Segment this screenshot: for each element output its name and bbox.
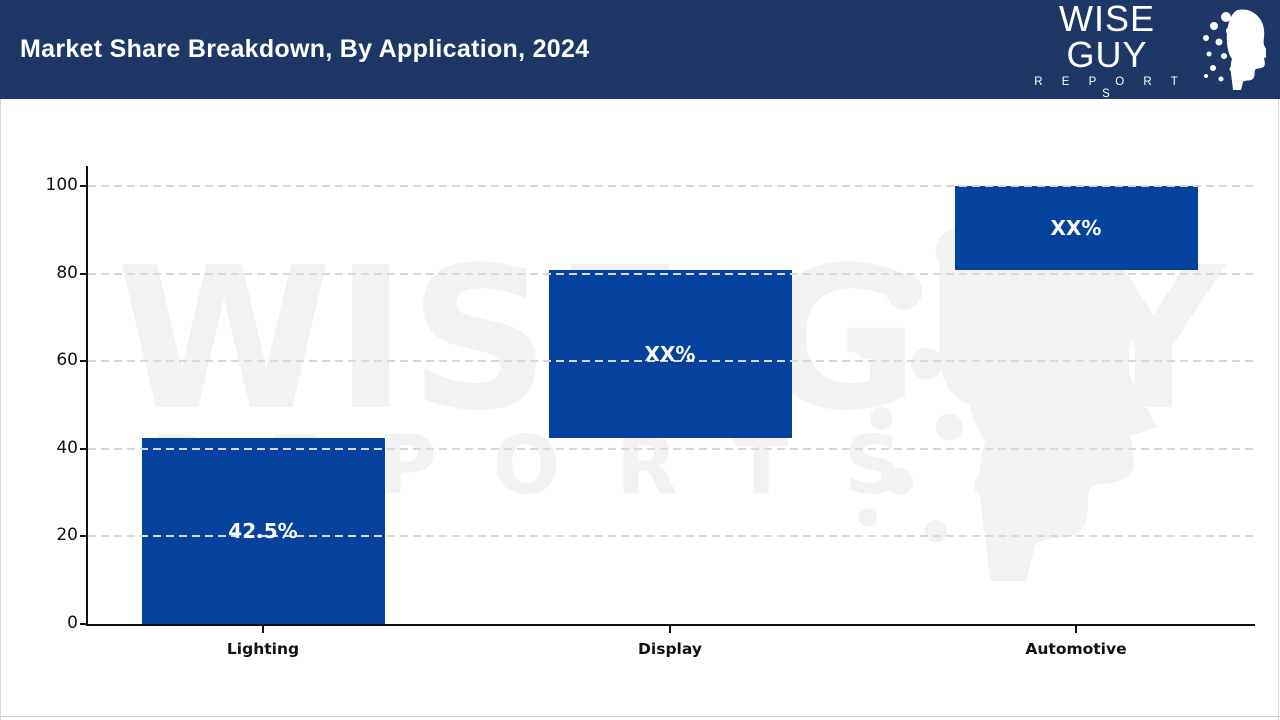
y-axis-tick-mark bbox=[80, 185, 88, 187]
wise-guy-logo: WISE GUY R E P O R T S bbox=[1016, 0, 1266, 100]
x-axis-tick-mark bbox=[669, 624, 671, 633]
logo-head-icon bbox=[1203, 9, 1266, 90]
y-axis-tick-label: 60 bbox=[56, 350, 78, 370]
y-axis-tick-mark bbox=[80, 272, 88, 275]
x-axis-tick-mark bbox=[1075, 624, 1077, 633]
x-axis-label-lighting: Lighting bbox=[226, 639, 300, 658]
logo-text: WISE GUY R E P O R T S bbox=[1016, 0, 1198, 100]
gridline-60 bbox=[88, 360, 1255, 362]
bar-value-label: XX% bbox=[1050, 216, 1102, 241]
y-axis-tick-mark bbox=[80, 447, 88, 450]
bar-value-label: 42.5% bbox=[228, 518, 298, 543]
page-left-border bbox=[0, 99, 1, 720]
y-axis-tick-label: 40 bbox=[56, 437, 78, 458]
x-axis-line bbox=[86, 623, 1255, 626]
gridline-40 bbox=[88, 447, 1255, 450]
y-axis-line bbox=[86, 166, 88, 624]
chart-title: Market Share Breakdown, By Application, … bbox=[20, 35, 590, 63]
y-axis-tick-mark bbox=[80, 622, 88, 625]
y-axis-tick-mark bbox=[80, 360, 88, 362]
header-bar: Market Share Breakdown, By Application, … bbox=[0, 0, 1280, 100]
x-axis-tick-mark bbox=[262, 624, 264, 633]
gridline-80 bbox=[88, 272, 1255, 275]
bar-value-label: XX% bbox=[644, 342, 696, 366]
y-axis-tick-label: 80 bbox=[56, 262, 78, 283]
x-axis-label-automotive: Automotive bbox=[1025, 639, 1127, 658]
page-right-border bbox=[1278, 99, 1279, 720]
gridline-100 bbox=[88, 185, 1255, 187]
plot-area: 0 20 40 60 80 100 42.5% XX% XX% Lighting Display Au… bbox=[0, 99, 1280, 716]
logo-subtitle: R E P O R T S bbox=[1034, 75, 1186, 100]
y-axis-tick-label: 100 bbox=[45, 175, 78, 195]
gridline-20 bbox=[88, 535, 1255, 537]
page-bottom-border bbox=[0, 716, 1280, 717]
y-axis-tick-label: 0 bbox=[67, 612, 78, 633]
y-axis-tick-label: 20 bbox=[56, 525, 78, 545]
x-axis-label-display: Display bbox=[638, 639, 702, 658]
y-axis-tick-mark bbox=[80, 535, 88, 537]
bar-automotive bbox=[954, 186, 1198, 271]
bar-lighting bbox=[141, 437, 385, 624]
bar-display bbox=[548, 270, 792, 438]
logo-wordmark: WISE GUY bbox=[1058, 0, 1155, 75]
